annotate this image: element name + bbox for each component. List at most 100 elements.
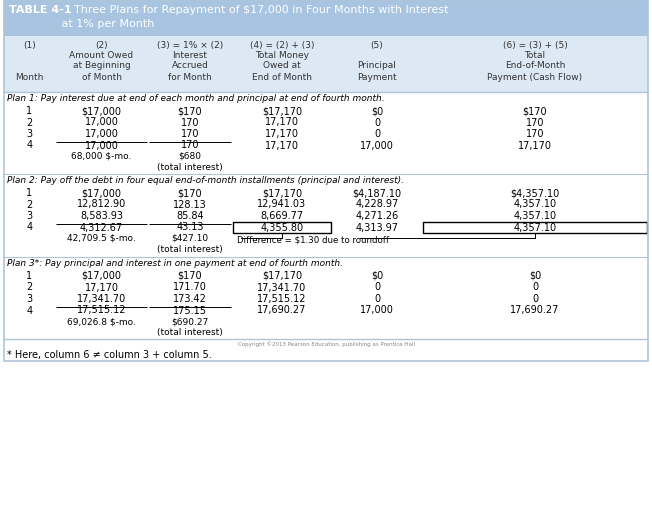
Text: (2): (2) — [95, 41, 108, 50]
Text: $17,170: $17,170 — [262, 188, 302, 198]
Text: Plan 1: Pay interest due at end of each month and principal at end of fourth mon: Plan 1: Pay interest due at end of each … — [7, 94, 385, 103]
Text: 12,812.90: 12,812.90 — [77, 200, 126, 209]
Text: 17,170: 17,170 — [85, 282, 119, 293]
Text: 170: 170 — [181, 117, 200, 128]
Bar — [423, 222, 647, 233]
Text: $0: $0 — [529, 271, 541, 281]
Text: 0: 0 — [532, 294, 538, 304]
Text: 0: 0 — [374, 117, 380, 128]
Text: 4,357.10: 4,357.10 — [513, 200, 557, 209]
Text: (3) = 1% × (2): (3) = 1% × (2) — [157, 41, 223, 50]
Text: 0: 0 — [374, 294, 380, 304]
Text: 2: 2 — [26, 117, 33, 128]
Text: 4,357.10: 4,357.10 — [513, 223, 557, 233]
Text: 170: 170 — [181, 129, 200, 139]
Text: Owed at: Owed at — [263, 61, 301, 70]
Text: $17,000: $17,000 — [82, 106, 121, 116]
Text: Amount Owed: Amount Owed — [69, 51, 134, 60]
Text: 4: 4 — [27, 305, 33, 315]
Text: Total Money: Total Money — [255, 51, 309, 60]
Text: $17,170: $17,170 — [262, 106, 302, 116]
Text: 3: 3 — [27, 294, 33, 304]
Text: 170: 170 — [526, 117, 544, 128]
Text: 8,669.77: 8,669.77 — [260, 211, 304, 221]
Text: $427.10: $427.10 — [171, 234, 209, 243]
Text: 4,313.97: 4,313.97 — [355, 223, 398, 233]
Text: Copyright ©2013 Pearson Education, publishing as Prentice Hall: Copyright ©2013 Pearson Education, publi… — [237, 341, 415, 346]
Text: 85.84: 85.84 — [176, 211, 204, 221]
Text: Principal: Principal — [357, 61, 396, 70]
Text: TABLE 4-1: TABLE 4-1 — [9, 5, 72, 15]
Bar — [4, 36, 648, 92]
Text: of Month: of Month — [82, 73, 121, 82]
Text: Plan 2: Pay off the debt in four equal end-of-month installments (principal and : Plan 2: Pay off the debt in four equal e… — [7, 176, 404, 185]
Text: 4,357.10: 4,357.10 — [513, 211, 557, 221]
Text: for Month: for Month — [168, 73, 212, 82]
Text: (total interest): (total interest) — [157, 328, 223, 337]
Text: (5): (5) — [370, 41, 383, 50]
Text: $17,170: $17,170 — [262, 271, 302, 281]
Text: $0: $0 — [371, 106, 383, 116]
Text: Difference = $1.30 due to roundoff: Difference = $1.30 due to roundoff — [237, 236, 389, 245]
Text: at 1% per Month: at 1% per Month — [9, 19, 155, 29]
Text: 17,000: 17,000 — [360, 305, 394, 315]
Text: $17,000: $17,000 — [82, 188, 121, 198]
Text: 17,341.70: 17,341.70 — [258, 282, 306, 293]
Text: at Beginning: at Beginning — [72, 61, 130, 70]
Text: 69,026.8 $-mo.: 69,026.8 $-mo. — [67, 317, 136, 326]
Text: 170: 170 — [526, 129, 544, 139]
Text: (total interest): (total interest) — [157, 163, 223, 172]
Text: 4,355.80: 4,355.80 — [260, 223, 304, 233]
Text: 4,228.97: 4,228.97 — [355, 200, 398, 209]
Text: $690.27: $690.27 — [171, 317, 209, 326]
Text: Payment (Cash Flow): Payment (Cash Flow) — [488, 73, 583, 82]
Text: 17,690.27: 17,690.27 — [511, 305, 559, 315]
Text: (total interest): (total interest) — [157, 245, 223, 254]
Text: 1: 1 — [27, 188, 33, 198]
Text: 0: 0 — [374, 129, 380, 139]
Text: (1): (1) — [23, 41, 36, 50]
Text: 17,000: 17,000 — [360, 141, 394, 150]
Text: 128.13: 128.13 — [173, 200, 207, 209]
Text: $0: $0 — [371, 271, 383, 281]
Text: 1: 1 — [27, 106, 33, 116]
Text: 0: 0 — [532, 282, 538, 293]
Text: 17,170: 17,170 — [265, 129, 299, 139]
Text: 3: 3 — [27, 129, 33, 139]
Text: $170: $170 — [523, 106, 547, 116]
Text: $4,357.10: $4,357.10 — [511, 188, 559, 198]
Text: $170: $170 — [178, 106, 202, 116]
Text: 43.13: 43.13 — [176, 223, 203, 233]
Text: 171.70: 171.70 — [173, 282, 207, 293]
Text: 17,690.27: 17,690.27 — [258, 305, 306, 315]
Text: 1: 1 — [27, 271, 33, 281]
Bar — [4, 0, 648, 361]
Text: Interest: Interest — [173, 51, 207, 60]
Text: 4,312.67: 4,312.67 — [80, 223, 123, 233]
Text: 17,000: 17,000 — [85, 129, 119, 139]
Text: 17,515.12: 17,515.12 — [77, 305, 126, 315]
Text: 2: 2 — [26, 282, 33, 293]
Text: 17,170: 17,170 — [265, 117, 299, 128]
Text: 4: 4 — [27, 223, 33, 233]
Text: $4,187.10: $4,187.10 — [353, 188, 402, 198]
Text: 173.42: 173.42 — [173, 294, 207, 304]
Text: Total: Total — [524, 51, 546, 60]
Text: * Here, column 6 ≠ column 3 + column 5.: * Here, column 6 ≠ column 3 + column 5. — [7, 350, 212, 360]
Text: 4: 4 — [27, 141, 33, 150]
Text: 17,000: 17,000 — [85, 141, 119, 150]
Text: 4,271.26: 4,271.26 — [355, 211, 398, 221]
Text: (4) = (2) + (3): (4) = (2) + (3) — [250, 41, 314, 50]
Text: 12,941.03: 12,941.03 — [258, 200, 306, 209]
Text: 42,709.5 $-mo.: 42,709.5 $-mo. — [67, 234, 136, 243]
Text: Plan 3*: Pay principal and interest in one payment at end of fourth month.: Plan 3*: Pay principal and interest in o… — [7, 259, 343, 268]
Text: Payment: Payment — [357, 73, 397, 82]
Text: 2: 2 — [26, 200, 33, 209]
Text: Three Plans for Repayment of $17,000 in Four Months with Interest: Three Plans for Repayment of $17,000 in … — [74, 5, 449, 15]
Text: $170: $170 — [178, 271, 202, 281]
Text: 17,000: 17,000 — [85, 117, 119, 128]
Text: $170: $170 — [178, 188, 202, 198]
Bar — [233, 222, 331, 233]
Text: 17,170: 17,170 — [265, 141, 299, 150]
Text: (6) = (3) + (5): (6) = (3) + (5) — [503, 41, 567, 50]
